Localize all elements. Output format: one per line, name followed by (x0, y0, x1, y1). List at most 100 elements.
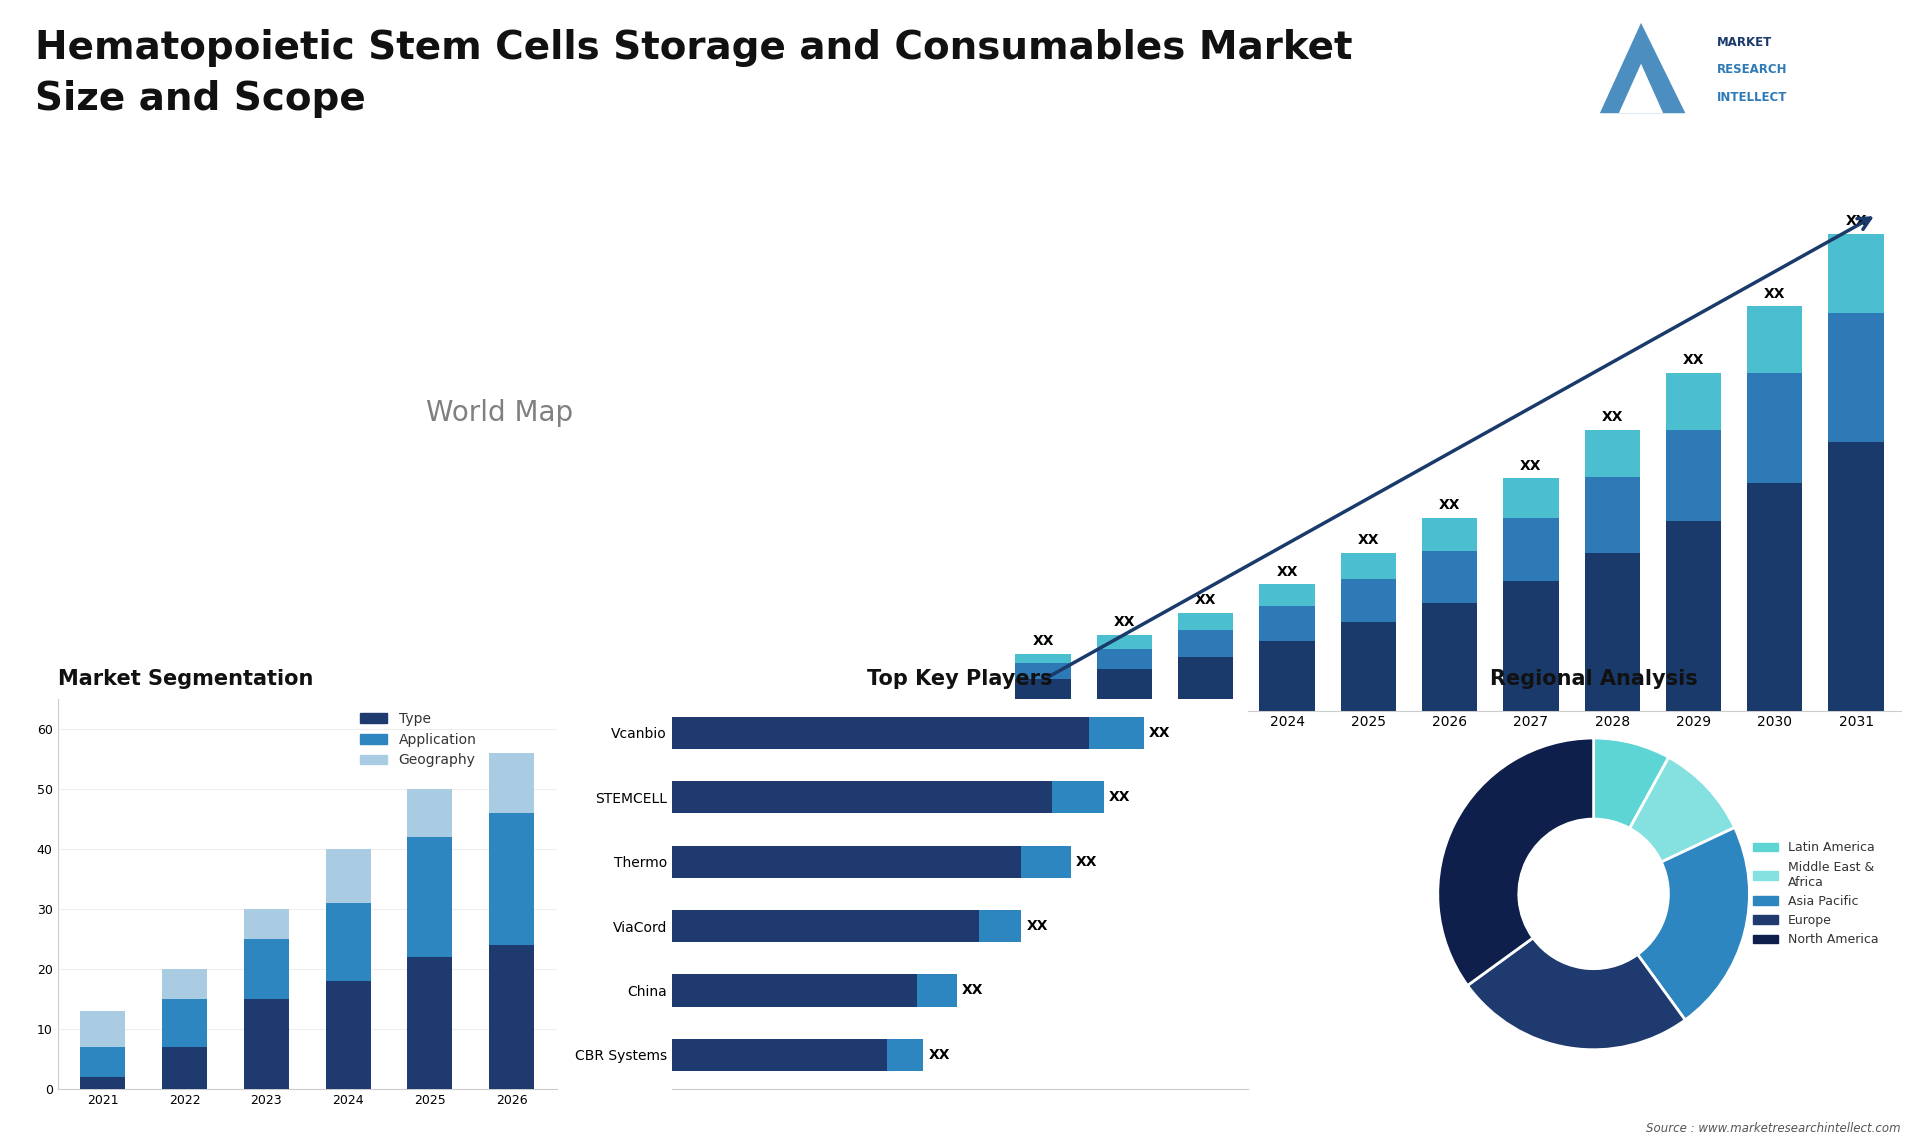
Text: XX: XX (1845, 214, 1866, 228)
Bar (490, 813, 534, 944)
Bar (1179, 613, 1233, 630)
Bar (244, 939, 288, 999)
Text: XX: XX (1194, 592, 1217, 607)
Bar (1747, 306, 1803, 372)
Title: Top Key Players: Top Key Players (868, 669, 1052, 689)
Bar (81, 1011, 125, 1046)
Text: XX: XX (927, 1047, 950, 1062)
Wedge shape (1438, 738, 1594, 986)
Legend: Type, Application, Geography: Type, Application, Geography (353, 706, 482, 774)
Bar (1503, 518, 1559, 581)
Wedge shape (1467, 937, 1686, 1050)
Bar (1260, 641, 1315, 711)
Text: XX: XX (1114, 615, 1135, 629)
Bar (1667, 521, 1720, 711)
Bar (1260, 606, 1315, 641)
Wedge shape (1638, 827, 1749, 1020)
Text: INTELLECT: INTELLECT (1716, 91, 1788, 103)
Bar (672, 846, 1021, 878)
Bar (1828, 313, 1884, 442)
Legend: Latin America, Middle East &
Africa, Asia Pacific, Europe, North America: Latin America, Middle East & Africa, Asi… (1747, 837, 1884, 951)
Text: XX: XX (1075, 855, 1096, 869)
Text: MARKET: MARKET (1716, 37, 1772, 49)
Text: XX: XX (1277, 565, 1298, 579)
Bar (979, 910, 1021, 942)
Bar (1340, 552, 1396, 580)
Text: XX: XX (1033, 634, 1054, 647)
Bar (1096, 649, 1152, 669)
Bar (1423, 603, 1476, 711)
Bar (1747, 484, 1803, 711)
Bar (244, 999, 288, 1089)
Text: Size and Scope: Size and Scope (35, 80, 365, 118)
Bar (1584, 430, 1640, 477)
Text: XX: XX (1682, 353, 1705, 367)
Bar (407, 957, 453, 1089)
Bar (672, 1038, 887, 1072)
Bar (407, 788, 453, 837)
Bar (1584, 477, 1640, 552)
Bar (326, 903, 371, 981)
Bar (1584, 552, 1640, 711)
Bar (161, 968, 207, 999)
Bar (1089, 716, 1144, 749)
Bar (490, 753, 534, 813)
Text: XX: XX (1110, 791, 1131, 804)
Text: XX: XX (1357, 533, 1379, 547)
Bar (1667, 430, 1720, 521)
Bar (672, 910, 979, 942)
Bar (1503, 581, 1559, 711)
Bar (1423, 551, 1476, 603)
Bar (1021, 846, 1071, 878)
Text: XX: XX (1148, 725, 1171, 740)
Bar (1423, 518, 1476, 551)
Bar (1747, 372, 1803, 484)
Bar (1828, 442, 1884, 711)
Bar (1016, 664, 1071, 678)
Bar (1016, 678, 1071, 711)
Bar (244, 909, 288, 939)
Bar (1179, 657, 1233, 711)
Bar (1340, 580, 1396, 622)
Text: XX: XX (1438, 499, 1461, 512)
Bar (161, 1046, 207, 1089)
Text: Market Segmentation: Market Segmentation (58, 669, 313, 689)
Bar (1096, 669, 1152, 711)
Text: XX: XX (1521, 458, 1542, 473)
Text: RESEARCH: RESEARCH (1716, 63, 1788, 77)
Wedge shape (1594, 738, 1668, 829)
Bar (81, 1077, 125, 1089)
Bar (490, 944, 534, 1089)
Bar (1828, 234, 1884, 313)
Polygon shape (1599, 23, 1686, 113)
Bar (1260, 584, 1315, 606)
Bar (326, 981, 371, 1089)
Bar (1503, 479, 1559, 518)
Wedge shape (1630, 758, 1734, 862)
Bar (326, 849, 371, 903)
Text: Hematopoietic Stem Cells Storage and Consumables Market: Hematopoietic Stem Cells Storage and Con… (35, 29, 1352, 66)
Polygon shape (1619, 64, 1663, 113)
Text: Source : www.marketresearchintellect.com: Source : www.marketresearchintellect.com (1645, 1122, 1901, 1135)
Bar (672, 716, 1089, 749)
Bar (161, 999, 207, 1046)
Text: XX: XX (1027, 919, 1048, 933)
Bar (1016, 653, 1071, 664)
Bar (1667, 372, 1720, 430)
Text: World Map: World Map (426, 399, 572, 426)
Bar (1052, 782, 1104, 814)
Bar (672, 974, 918, 1006)
Title: Regional Analysis: Regional Analysis (1490, 669, 1697, 689)
Circle shape (1519, 819, 1668, 968)
Bar (81, 1046, 125, 1077)
Text: XX: XX (962, 983, 983, 997)
Bar (407, 837, 453, 957)
Bar (887, 1038, 924, 1072)
Text: XX: XX (1601, 410, 1622, 424)
Bar (1340, 622, 1396, 711)
Bar (918, 974, 956, 1006)
Bar (1179, 630, 1233, 657)
Bar (672, 782, 1052, 814)
Text: XX: XX (1764, 286, 1786, 300)
Bar (1096, 635, 1152, 649)
